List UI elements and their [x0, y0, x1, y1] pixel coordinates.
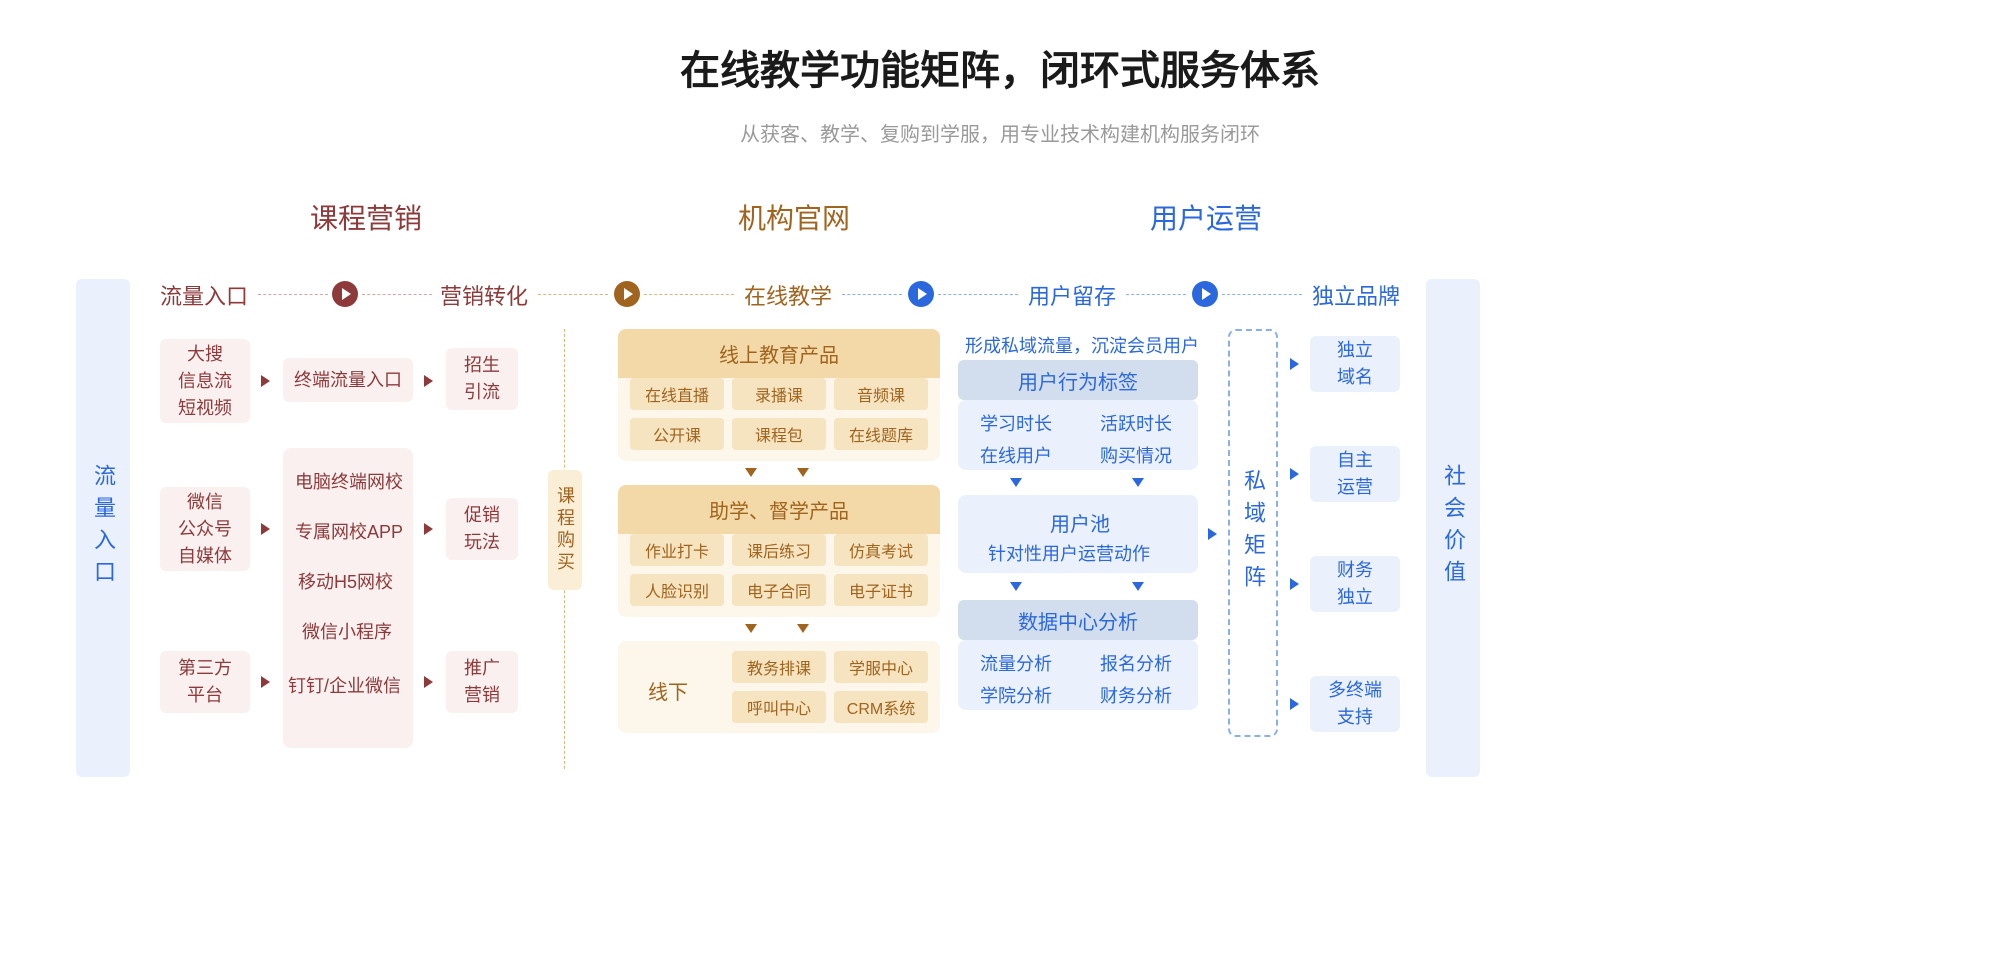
behavior-b2: 活跃时长	[1100, 410, 1172, 436]
assist-a5: 电子合同	[732, 574, 826, 606]
arrow-term-2	[424, 523, 433, 535]
subtitle: 从获客、教学、复购到学服，用专业技术构建机构服务闭环	[0, 118, 2000, 147]
arrow-circle-1	[332, 281, 358, 307]
retention-tagline: 形成私域流量，沉淀会员用户	[965, 332, 1199, 358]
behavior-b1: 学习时长	[980, 410, 1052, 436]
assist-a3: 仿真考试	[834, 534, 928, 566]
arrow-term-3	[424, 676, 433, 688]
section-website: 机构官网	[738, 197, 850, 237]
brand-2: 自主 运营	[1310, 446, 1400, 502]
arrow-circle-3	[908, 281, 934, 307]
main-title: 在线教学功能矩阵，闭环式服务体系	[0, 0, 2000, 96]
cat-traffic: 流量入口	[160, 279, 248, 311]
behavior-header: 用户行为标签	[958, 360, 1198, 400]
conversion-3: 推广 营销	[446, 651, 518, 713]
offline-o1: 教务排课	[732, 651, 826, 683]
online-p2: 录播课	[732, 378, 826, 410]
pool-sub: 针对性用户运营动作	[988, 540, 1150, 566]
conversion-2: 促销 玩法	[446, 498, 518, 560]
left-bar: 流量入口	[76, 279, 130, 777]
behavior-b4: 购买情况	[1100, 442, 1172, 468]
online-header: 线上教育产品	[618, 329, 940, 378]
data-d1: 流量分析	[980, 650, 1052, 676]
down-arrows-2	[745, 624, 809, 633]
online-p4: 公开课	[630, 418, 724, 450]
brand-4: 多终端 支持	[1310, 676, 1400, 732]
arrow-br-1	[1290, 358, 1299, 370]
offline-o3: 呼叫中心	[732, 691, 826, 723]
private-matrix: 私域矩阵	[1228, 329, 1278, 737]
terminal-5: 钉钉/企业微信	[288, 672, 401, 698]
data-d3: 学院分析	[980, 682, 1052, 708]
arrow-circle-2	[614, 281, 640, 307]
assist-a4: 人脸识别	[630, 574, 724, 606]
cat-brand: 独立品牌	[1312, 279, 1400, 311]
brand-3: 财务 独立	[1310, 556, 1400, 612]
assist-header: 助学、督学产品	[618, 485, 940, 534]
cat-conversion: 营销转化	[440, 279, 528, 311]
brand-1: 独立 域名	[1310, 336, 1400, 392]
down-arrows-blue-1	[1010, 478, 1144, 487]
arrow-term-1	[424, 375, 433, 387]
online-p3: 音频课	[834, 378, 928, 410]
right-bar: 社会价值	[1426, 279, 1480, 777]
arrow-br-2	[1290, 468, 1299, 480]
terminal-entry: 终端流量入口	[283, 358, 413, 402]
arrow-ts-2	[261, 523, 270, 535]
terminal-4: 微信小程序	[302, 618, 392, 644]
offline-o2: 学服中心	[834, 651, 928, 683]
offline-o4: CRM系统	[834, 691, 928, 723]
down-arrows-blue-2	[1010, 582, 1144, 591]
conversion-1: 招生 引流	[446, 348, 518, 410]
arrow-br-3	[1290, 578, 1299, 590]
assist-a2: 课后练习	[732, 534, 826, 566]
dash-4	[644, 294, 734, 295]
dash-5	[842, 294, 902, 295]
terminal-1: 电脑终端网校	[295, 468, 403, 494]
dash-2	[362, 294, 432, 295]
arrow-priv	[1208, 528, 1217, 540]
online-p1: 在线直播	[630, 378, 724, 410]
data-d2: 报名分析	[1100, 650, 1172, 676]
assist-a1: 作业打卡	[630, 534, 724, 566]
section-operations: 用户运营	[1150, 197, 1262, 237]
arrow-circle-4	[1192, 281, 1218, 307]
terminal-2: 专属网校APP	[295, 518, 403, 544]
online-p6: 在线题库	[834, 418, 928, 450]
traffic-source-1: 大搜 信息流 短视频	[160, 339, 250, 423]
offline-label: 线下	[648, 676, 688, 705]
terminal-3: 移动H5网校	[298, 568, 393, 594]
cat-retention: 用户留存	[1028, 279, 1116, 311]
down-arrows-1	[745, 468, 809, 477]
arrow-ts-3	[261, 676, 270, 688]
data-header: 数据中心分析	[958, 600, 1198, 640]
dash-3	[538, 294, 608, 295]
traffic-source-2: 微信 公众号 自媒体	[160, 487, 250, 571]
behavior-b3: 在线用户	[980, 442, 1052, 468]
assist-a6: 电子证书	[834, 574, 928, 606]
arrow-ts-1	[261, 375, 270, 387]
dash-6	[938, 294, 1018, 295]
cat-teaching: 在线教学	[744, 279, 832, 311]
dash-1	[258, 294, 328, 295]
traffic-source-3: 第三方 平台	[160, 651, 250, 713]
dash-7	[1126, 294, 1186, 295]
purchase-bar: 课程购买	[548, 470, 582, 590]
dash-8	[1222, 294, 1302, 295]
online-p5: 课程包	[732, 418, 826, 450]
arrow-br-4	[1290, 698, 1299, 710]
pool-header: 用户池	[1050, 508, 1110, 537]
data-d4: 财务分析	[1100, 682, 1172, 708]
section-marketing: 课程营销	[310, 197, 422, 237]
